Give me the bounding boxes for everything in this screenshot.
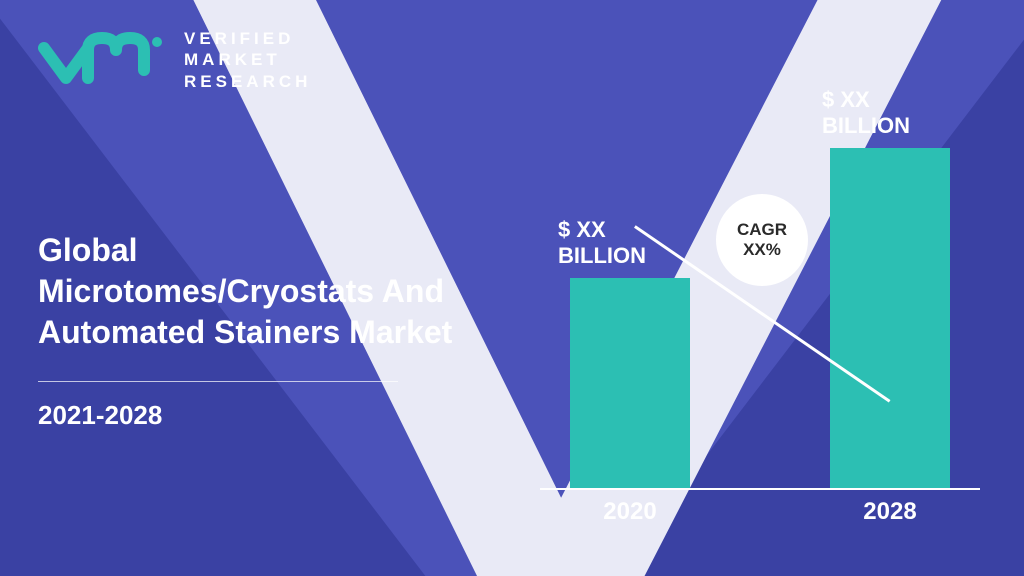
logo: VERIFIED MARKET RESEARCH [38, 28, 311, 92]
logo-text-line1: VERIFIED [184, 28, 311, 49]
logo-text-line2: MARKET [184, 49, 311, 70]
cagr-badge: CAGR XX% [716, 194, 808, 286]
cagr-label: CAGR [737, 220, 787, 240]
report-title: Global Microtomes/Cryostats And Automate… [38, 230, 468, 353]
infographic-canvas: VERIFIED MARKET RESEARCH Global Microtom… [0, 0, 1024, 576]
bar-fill [830, 148, 950, 488]
logo-text-line3: RESEARCH [184, 71, 311, 92]
cagr-value: XX% [743, 240, 781, 260]
logo-text: VERIFIED MARKET RESEARCH [184, 28, 311, 92]
bar-category-label: 2028 [830, 498, 950, 526]
bar-category-label: 2020 [570, 498, 690, 526]
bar-value-label-2028: $ XX BILLION [822, 87, 910, 138]
logo-mark-icon [38, 30, 168, 90]
bar-chart: 2020 $ XX BILLION 2028 $ XX BILLION CAGR… [540, 60, 990, 490]
title-divider [38, 381, 398, 382]
title-block: Global Microtomes/Cryostats And Automate… [38, 230, 468, 431]
bar-2028: 2028 [830, 148, 950, 488]
chart-x-axis [540, 488, 980, 490]
bar-2020: 2020 [570, 278, 690, 488]
report-period: 2021-2028 [38, 400, 468, 431]
bar-value-label-2020: $ XX BILLION [558, 217, 646, 268]
bar-fill [570, 278, 690, 488]
